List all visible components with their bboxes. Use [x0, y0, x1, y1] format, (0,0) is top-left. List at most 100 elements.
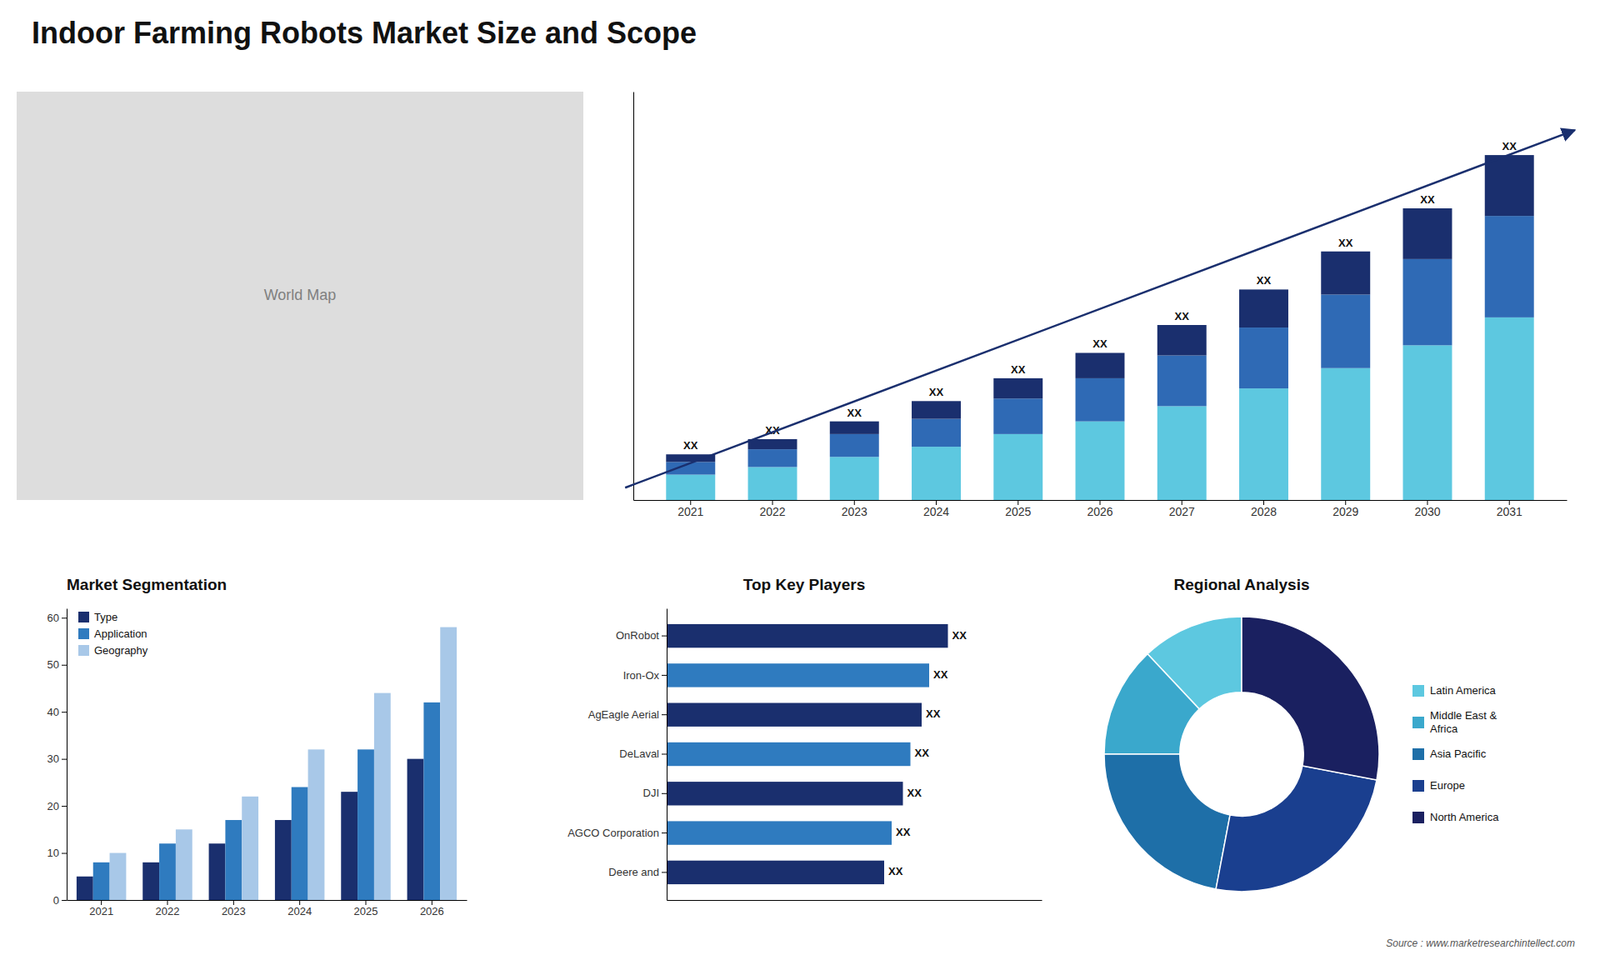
data-label: XX [895, 825, 911, 839]
tick-label: Deere and [608, 865, 660, 879]
bar [142, 862, 160, 900]
map-label: World Map [264, 286, 337, 304]
bar-segment [1485, 215, 1535, 318]
tick: 2023 [221, 900, 246, 918]
tick-label: 2025 [1005, 505, 1031, 519]
tick: 2030 [1414, 500, 1440, 519]
chart-title: Market Segmentation [66, 575, 227, 594]
tick-mark [100, 900, 102, 905]
chart-title: Regional Analysis [1174, 575, 1310, 594]
plot [1104, 616, 1380, 892]
bar [357, 749, 375, 900]
tick-label: 2024 [287, 905, 312, 918]
legend-item: Application [78, 627, 148, 640]
bar-segment [830, 421, 880, 435]
tick-label: 2026 [420, 905, 445, 918]
tick: DJI [643, 786, 668, 800]
tick: Deere and [608, 865, 667, 879]
tick-label: DJI [643, 786, 660, 800]
tick-mark [661, 635, 667, 637]
tick: 2025 [354, 900, 379, 918]
tick-mark [61, 759, 67, 760]
axis-line [67, 900, 468, 901]
legend-swatch [1412, 716, 1425, 729]
bar [175, 829, 193, 900]
tick-label: 10 [47, 846, 60, 860]
source-note: Source : www.marketresearchintellect.com [1385, 937, 1575, 950]
tick-mark [61, 711, 67, 713]
tick-label: 60 [47, 611, 60, 625]
tick-label: 2028 [1250, 505, 1277, 519]
axis-line [66, 609, 68, 901]
legend-swatch [1412, 685, 1425, 697]
legend-item: Type [78, 610, 118, 624]
bar-segment [1320, 294, 1370, 368]
bar [666, 624, 949, 648]
bar-segment [1157, 355, 1207, 407]
tick-label: 2021 [89, 905, 114, 918]
legend-swatch [1412, 811, 1425, 824]
legend: Latin AmericaMiddle East &AfricaAsia Pac… [1412, 684, 1500, 824]
bar [666, 781, 904, 805]
map-placeholder: World Map [16, 91, 584, 500]
tick: 2027 [1169, 500, 1195, 519]
data-label: XX [847, 406, 863, 420]
legend-label: Type [94, 610, 118, 624]
data-label: XX [915, 746, 930, 760]
tick: 30 [47, 752, 67, 765]
tick-label: AgEagle Aerial [588, 708, 660, 721]
donut-slice [1241, 616, 1380, 780]
tick: AGCO Corporation [567, 826, 667, 840]
bar [76, 876, 94, 900]
legend-swatch [1412, 748, 1425, 760]
axis-line [633, 92, 635, 501]
tick-mark [233, 900, 235, 905]
tick-label: 2024 [923, 505, 950, 519]
legend-label: Middle East &Africa [1430, 709, 1498, 735]
tick-mark [365, 900, 367, 905]
tick-mark [661, 871, 667, 873]
tick: AgEagle Aerial [588, 708, 667, 721]
bar [225, 820, 242, 900]
donut-slice [1104, 754, 1230, 890]
bar-segment [1075, 378, 1125, 422]
text-line: Asia Pacific [1430, 747, 1487, 760]
tick-mark [661, 754, 667, 755]
donut-slice [1104, 654, 1200, 755]
bar-segment [911, 419, 961, 447]
bar-segment [1157, 325, 1207, 356]
tick: 2031 [1496, 500, 1523, 519]
legend: Type Application Geography [78, 610, 149, 657]
tick-label: 2023 [841, 505, 868, 519]
text-line: Africa [1430, 722, 1459, 735]
axis [667, 900, 1043, 901]
axis: 2021 2022 2023 2024 2025 2026 [67, 900, 468, 918]
tick-label: 2023 [221, 905, 246, 918]
data-label: XX [1092, 337, 1108, 350]
tick-label: 2025 [354, 905, 379, 918]
tick: DeLaval [619, 747, 667, 760]
legend-swatch [78, 611, 90, 623]
bar-segment [1320, 368, 1370, 500]
bar [209, 843, 226, 900]
legend-item: Geography [78, 644, 149, 657]
bar-segment [830, 434, 880, 457]
bar-segment [748, 439, 798, 450]
tick: 2022 [759, 500, 785, 519]
data-label: XX [1256, 274, 1272, 287]
bar-segment [1403, 259, 1453, 345]
tick-label: 2030 [1414, 505, 1440, 519]
bar [291, 787, 309, 900]
bar-segment [911, 400, 961, 419]
tick: 2024 [923, 500, 950, 519]
data-label: XX [929, 385, 945, 399]
tick: 50 [47, 658, 67, 671]
tick-label: 2022 [155, 905, 180, 918]
tick-label: AGCO Corporation [567, 826, 660, 840]
tick-label: 2031 [1496, 505, 1523, 519]
tick: 10 [47, 846, 67, 860]
tick-mark [299, 900, 300, 905]
tick: 2026 [1086, 500, 1113, 519]
chart-title: Indoor Farming Robots Market Size and Sc… [31, 15, 697, 50]
axis-line [666, 609, 668, 901]
